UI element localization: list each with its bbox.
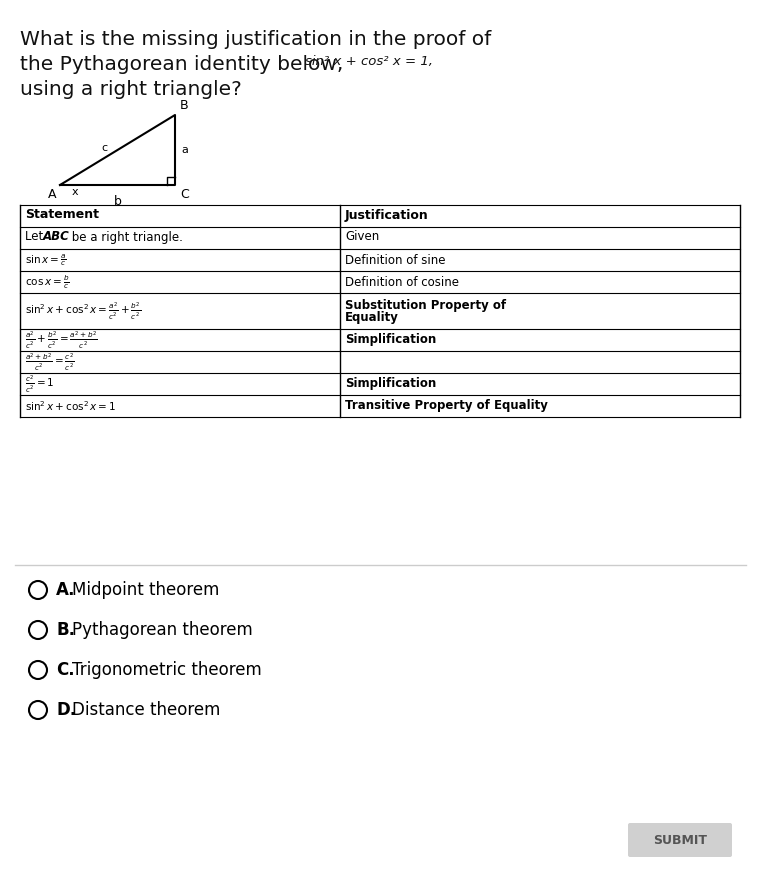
Text: Trigonometric theorem: Trigonometric theorem: [72, 661, 262, 679]
Text: c: c: [101, 143, 107, 153]
Text: C: C: [180, 188, 189, 201]
Text: using a right triangle?: using a right triangle?: [20, 80, 242, 99]
Text: Simplification: Simplification: [345, 333, 436, 346]
Text: $\sin^2 x + \cos^2 x = \frac{a^2}{c^2} + \frac{b^2}{c^2}$: $\sin^2 x + \cos^2 x = \frac{a^2}{c^2} +…: [25, 300, 142, 322]
Text: A.: A.: [56, 581, 75, 599]
Text: Simplification: Simplification: [345, 377, 436, 390]
Text: SUBMIT: SUBMIT: [653, 834, 707, 846]
Text: Let: Let: [25, 230, 47, 243]
Text: Equality: Equality: [345, 312, 399, 325]
Text: $\sin x = \frac{a}{c}$: $\sin x = \frac{a}{c}$: [25, 252, 67, 268]
FancyBboxPatch shape: [628, 823, 732, 857]
Text: B.: B.: [56, 621, 75, 639]
Text: be a right triangle.: be a right triangle.: [68, 230, 183, 243]
Text: Transitive Property of Equality: Transitive Property of Equality: [345, 400, 548, 412]
Text: Midpoint theorem: Midpoint theorem: [72, 581, 219, 599]
Text: Pythagorean theorem: Pythagorean theorem: [72, 621, 253, 639]
Text: the Pythagorean identity below,: the Pythagorean identity below,: [20, 55, 356, 74]
Text: $\sin^2 x + \cos^2 x = 1$: $\sin^2 x + \cos^2 x = 1$: [25, 399, 116, 413]
Text: x: x: [72, 187, 78, 197]
Text: $\frac{a^2+b^2}{c^2} = \frac{c^2}{c^2}$: $\frac{a^2+b^2}{c^2} = \frac{c^2}{c^2}$: [25, 352, 75, 373]
Text: $\cos x = \frac{b}{c}$: $\cos x = \frac{b}{c}$: [25, 274, 69, 290]
Text: $\frac{c^2}{c^2} = 1$: $\frac{c^2}{c^2} = 1$: [25, 374, 55, 395]
Text: Definition of sine: Definition of sine: [345, 254, 445, 267]
Text: Definition of cosine: Definition of cosine: [345, 276, 459, 289]
Text: B: B: [180, 99, 189, 112]
Text: $\frac{a^2}{c^2} + \frac{b^2}{c^2} = \frac{a^2+b^2}{c^2}$: $\frac{a^2}{c^2} + \frac{b^2}{c^2} = \fr…: [25, 329, 97, 351]
Text: Justification: Justification: [345, 208, 428, 221]
Text: Statement: Statement: [25, 208, 99, 221]
Text: ABC: ABC: [43, 230, 70, 243]
Text: Distance theorem: Distance theorem: [72, 701, 221, 719]
Text: D.: D.: [56, 701, 76, 719]
Text: What is the missing justification in the proof of: What is the missing justification in the…: [20, 30, 492, 49]
Text: C.: C.: [56, 661, 75, 679]
Text: b: b: [113, 195, 122, 208]
Text: Given: Given: [345, 230, 379, 243]
Text: sin² x + cos² x = 1,: sin² x + cos² x = 1,: [305, 55, 433, 68]
Text: a: a: [181, 145, 188, 155]
Text: Substitution Property of: Substitution Property of: [345, 298, 506, 311]
Text: A: A: [48, 188, 56, 201]
